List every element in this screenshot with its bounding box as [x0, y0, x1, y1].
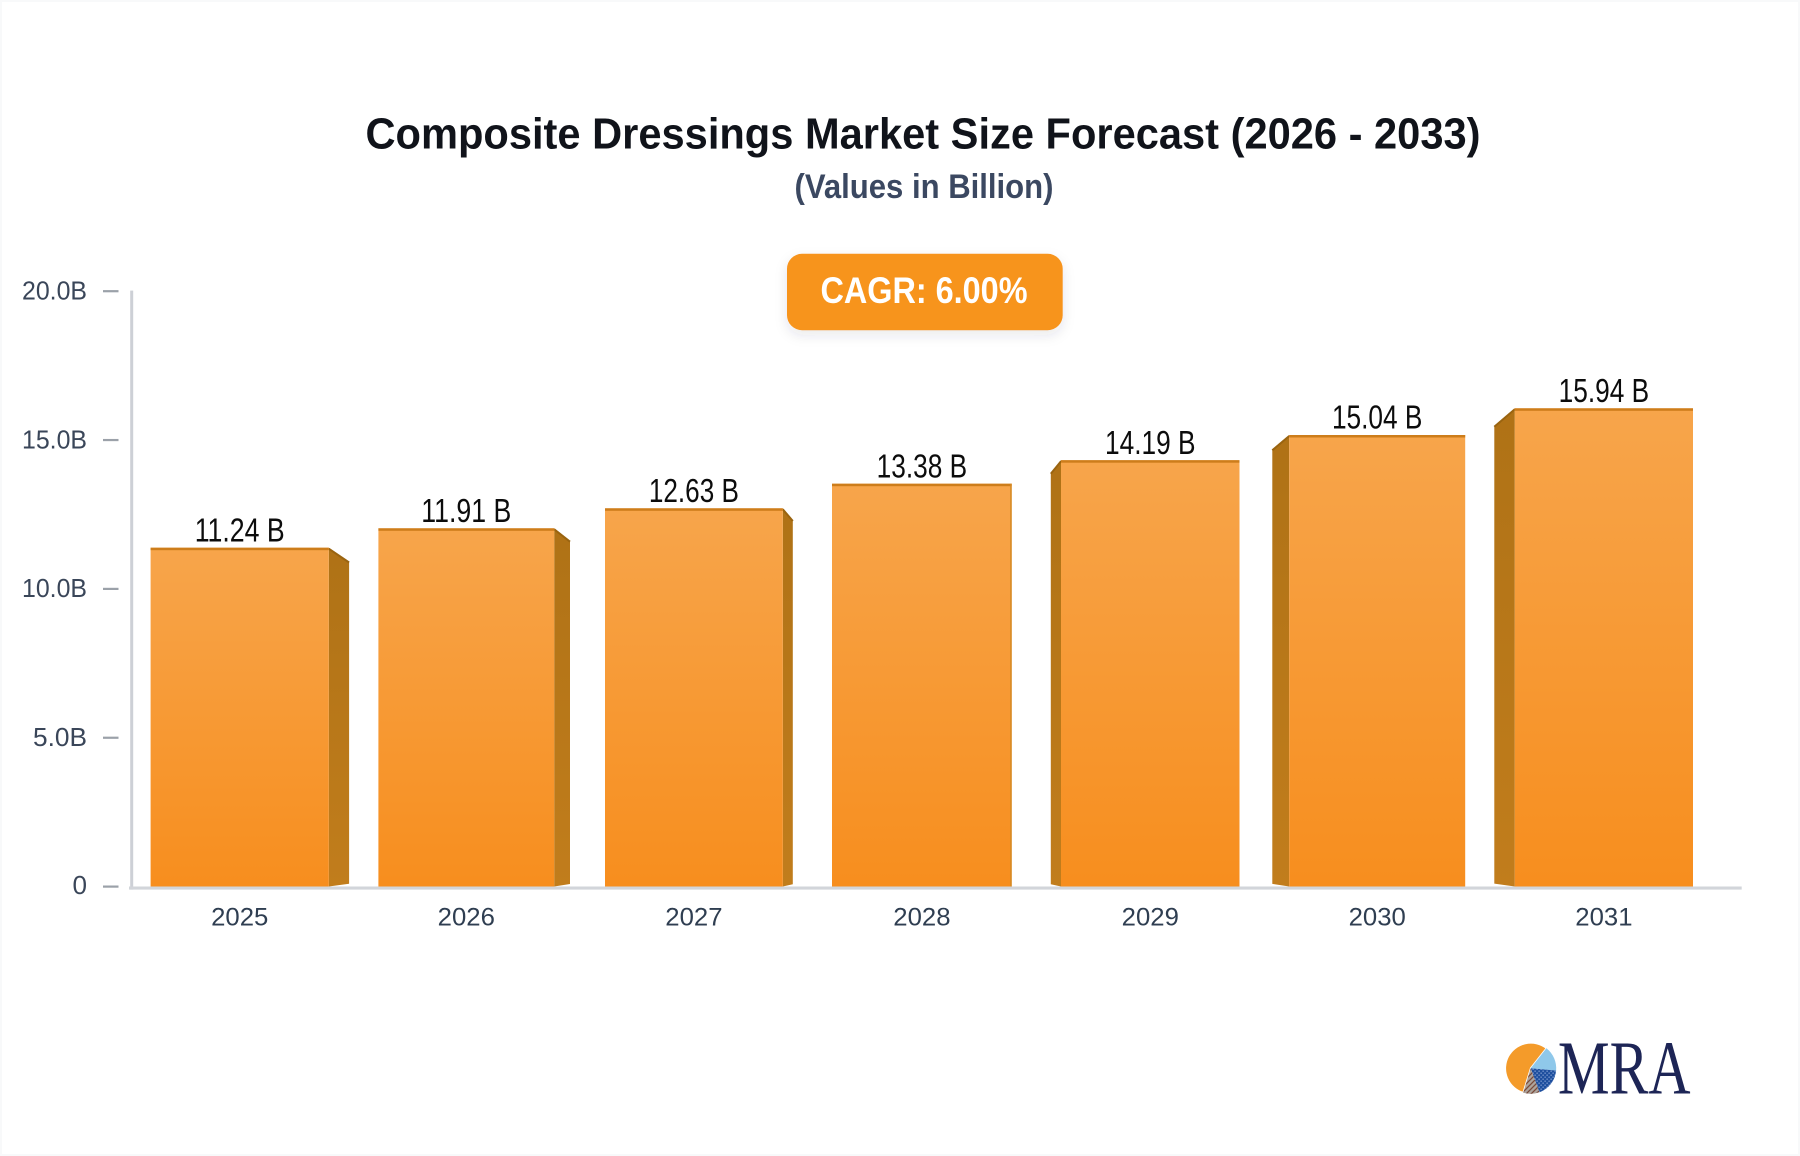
svg-text:11.24 B: 11.24 B — [195, 512, 285, 549]
svg-text:15.04 B: 15.04 B — [1332, 400, 1423, 437]
svg-text:2025: 2025 — [211, 904, 268, 932]
svg-text:CAGR: 6.00%: CAGR: 6.00% — [821, 269, 1028, 311]
svg-text:0: 0 — [73, 870, 88, 900]
svg-text:MRA: MRA — [1558, 1027, 1691, 1111]
svg-text:20.0B: 20.0B — [22, 275, 87, 305]
svg-text:(Values in Billion): (Values in Billion) — [795, 168, 1054, 206]
svg-text:15.0B: 15.0B — [22, 424, 87, 454]
svg-text:2027: 2027 — [665, 904, 722, 932]
svg-text:5.0B: 5.0B — [33, 722, 87, 752]
svg-text:2028: 2028 — [893, 904, 950, 932]
svg-text:15.94 B: 15.94 B — [1559, 373, 1650, 410]
svg-text:12.63 B: 12.63 B — [649, 473, 739, 510]
svg-text:2029: 2029 — [1122, 904, 1179, 932]
svg-text:14.19 B: 14.19 B — [1105, 425, 1196, 462]
svg-text:11.91 B: 11.91 B — [421, 493, 511, 530]
svg-text:13.38 B: 13.38 B — [877, 448, 968, 485]
svg-text:2026: 2026 — [438, 904, 495, 932]
svg-text:Composite Dressings Market Siz: Composite Dressings Market Size Forecast… — [366, 110, 1481, 158]
svg-text:2031: 2031 — [1575, 904, 1632, 932]
svg-text:10.0B: 10.0B — [22, 573, 87, 603]
svg-text:2030: 2030 — [1349, 904, 1406, 932]
